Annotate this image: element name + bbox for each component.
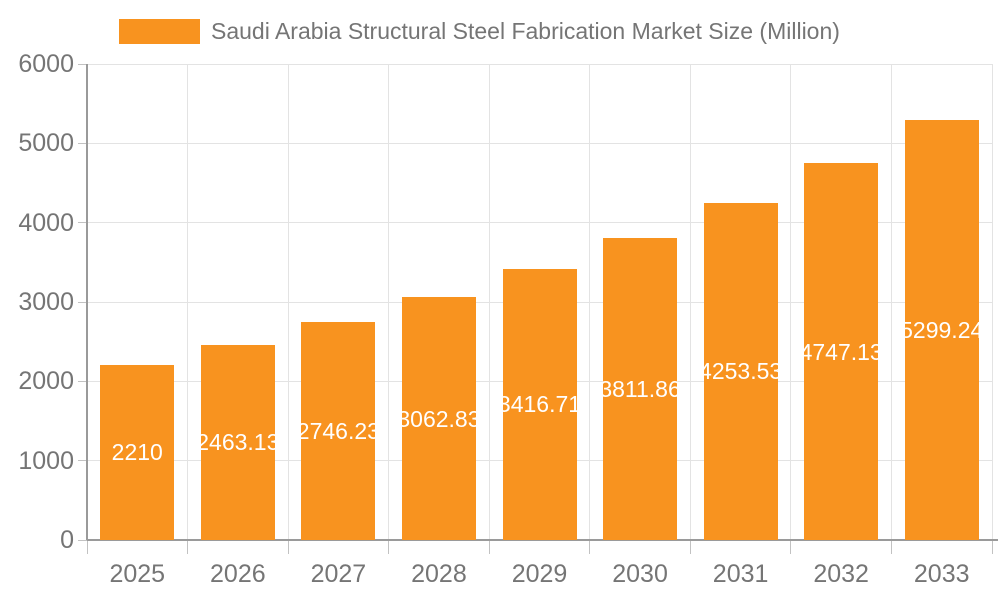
x-axis-tick bbox=[287, 540, 289, 554]
x-axis-tick bbox=[790, 540, 792, 554]
v-gridline bbox=[589, 64, 591, 540]
x-axis-label-2029: 2029 bbox=[511, 560, 568, 588]
v-gridline bbox=[287, 64, 289, 540]
x-axis-label-2027: 2027 bbox=[310, 560, 367, 588]
bar-2030[interactable] bbox=[603, 237, 678, 540]
x-axis-line bbox=[87, 539, 998, 541]
x-axis-tick bbox=[488, 540, 490, 554]
bar-value-label: 3416.71 bbox=[497, 391, 582, 418]
y-axis-line bbox=[86, 64, 88, 540]
v-gridline bbox=[388, 64, 390, 540]
bar-value-label: 4747.13 bbox=[799, 338, 883, 365]
v-gridline bbox=[790, 64, 792, 540]
bar-value-label: 3062.83 bbox=[397, 405, 481, 432]
bar-2032[interactable] bbox=[804, 163, 879, 540]
v-gridline bbox=[689, 64, 691, 540]
h-gridline bbox=[87, 142, 992, 144]
x-axis-label-2028: 2028 bbox=[411, 560, 467, 588]
bar-2028[interactable] bbox=[401, 297, 476, 540]
x-axis-tick bbox=[589, 540, 591, 554]
bar-value-label: 2210 bbox=[111, 439, 163, 466]
v-gridline bbox=[991, 64, 993, 540]
h-gridline bbox=[87, 222, 992, 224]
bar-value-label: 2746.23 bbox=[296, 418, 380, 445]
bar-2026[interactable] bbox=[200, 344, 275, 540]
y-axis-label: 1000 bbox=[18, 446, 74, 475]
v-gridline bbox=[890, 64, 892, 540]
y-axis-tick bbox=[78, 222, 87, 224]
x-axis-tick bbox=[187, 540, 189, 554]
y-axis-tick bbox=[78, 539, 87, 541]
bar-value-label: 2463.13 bbox=[196, 429, 280, 456]
bar-2033[interactable] bbox=[904, 119, 979, 540]
x-axis-label-2032: 2032 bbox=[813, 560, 869, 588]
x-axis-label-2025: 2025 bbox=[109, 560, 166, 588]
legend-swatch[interactable] bbox=[119, 19, 200, 44]
h-gridline bbox=[87, 63, 992, 65]
legend-label: Saudi Arabia Structural Steel Fabricatio… bbox=[211, 18, 840, 44]
x-axis-tick bbox=[86, 540, 88, 554]
y-axis-tick bbox=[78, 460, 87, 462]
x-axis-tick bbox=[388, 540, 390, 554]
x-axis-label-2031: 2031 bbox=[712, 560, 769, 588]
y-axis-label: 3000 bbox=[18, 288, 74, 316]
bar-2029[interactable] bbox=[502, 268, 577, 540]
y-axis-label: 2000 bbox=[18, 367, 74, 396]
y-axis-label: 6000 bbox=[18, 50, 74, 78]
x-axis-label-2030: 2030 bbox=[612, 560, 668, 588]
y-axis-tick bbox=[78, 301, 87, 303]
x-axis-tick bbox=[689, 540, 691, 554]
v-gridline bbox=[187, 64, 189, 540]
y-axis-label: 0 bbox=[60, 526, 74, 554]
bar-2031[interactable] bbox=[703, 202, 778, 540]
x-axis-tick bbox=[890, 540, 892, 554]
bar-2027[interactable] bbox=[301, 322, 376, 540]
x-axis-label-2033: 2033 bbox=[913, 560, 970, 588]
x-axis-tick bbox=[991, 540, 993, 554]
y-axis-tick bbox=[78, 142, 87, 144]
bar-value-label: 3811.86 bbox=[599, 375, 681, 402]
y-axis-label: 4000 bbox=[18, 208, 74, 237]
y-axis-label: 5000 bbox=[18, 129, 74, 158]
x-axis-label-2026: 2026 bbox=[210, 560, 266, 588]
legend-item[interactable]: Saudi Arabia Structural Steel Fabricatio… bbox=[119, 19, 840, 44]
bar-value-label: 5299.24 bbox=[900, 316, 984, 343]
bar-2025[interactable] bbox=[100, 364, 175, 540]
bar-value-label: 4253.53 bbox=[699, 358, 783, 385]
y-axis-tick bbox=[78, 63, 87, 65]
v-gridline bbox=[488, 64, 490, 540]
y-axis-tick bbox=[78, 380, 87, 382]
